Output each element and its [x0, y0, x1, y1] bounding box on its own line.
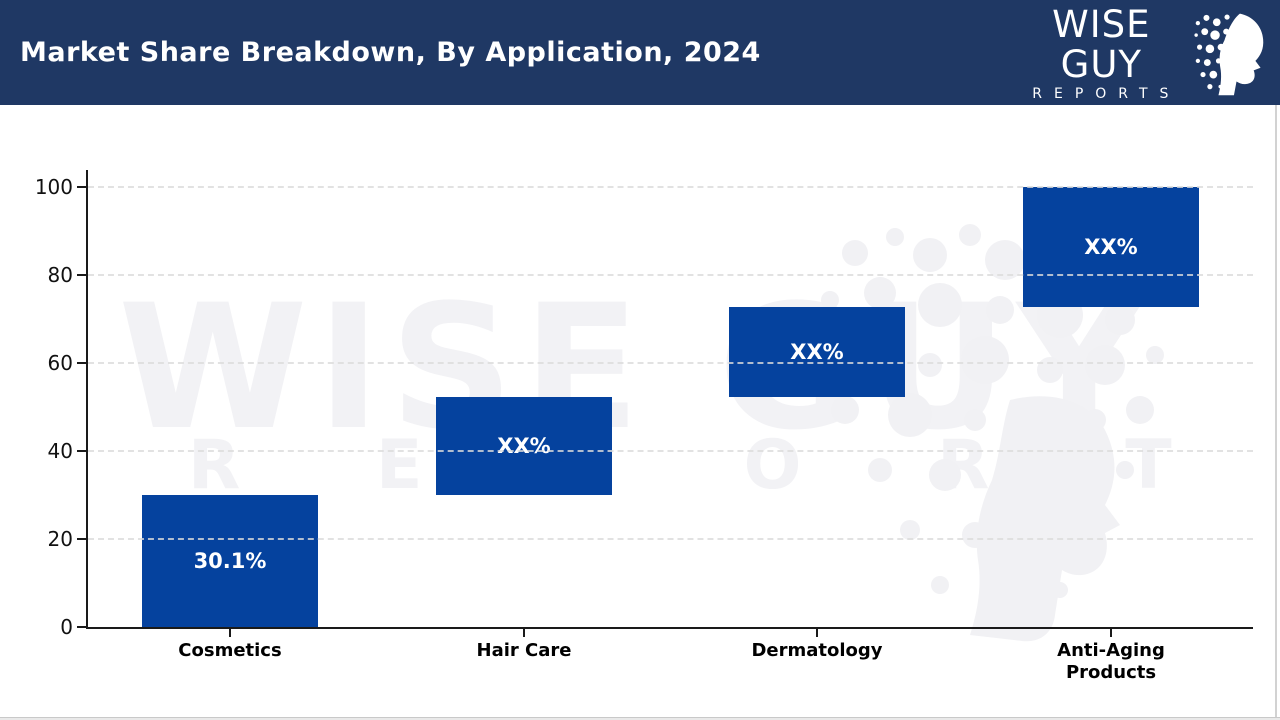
y-tick-label-60: 60 [47, 351, 73, 375]
y-axis-line [86, 170, 88, 629]
y-tick-20 [77, 538, 86, 540]
bar-anti-aging-products: XX% [1023, 187, 1199, 308]
y-tick-60 [77, 362, 86, 364]
x-category-label: Anti-Aging Products [1057, 640, 1165, 683]
y-tick-label-100: 100 [34, 175, 73, 199]
bar-hair-care: XX% [436, 396, 612, 495]
bar-value-label: XX% [1084, 235, 1138, 260]
gridline-40 [88, 450, 1253, 452]
y-tick-label-80: 80 [47, 263, 73, 287]
gridline-60 [88, 362, 1253, 364]
bar-value-label: 30.1% [193, 548, 267, 573]
x-tick-1 [523, 629, 525, 637]
logo-wordmark: WISE GUY [1052, 3, 1151, 86]
x-tick-3 [1110, 629, 1112, 637]
x-category-label: Cosmetics [178, 640, 282, 661]
x-category-label: Hair Care [476, 640, 572, 661]
gridline-100 [88, 186, 1253, 188]
gridline-80 [88, 274, 1253, 276]
logo-text: WISE GUY REPORTS [1006, 3, 1197, 103]
window-right-edge [1275, 105, 1277, 717]
watermark-dotted-head-icon [803, 224, 1164, 642]
gridline-20 [88, 538, 1253, 540]
chart-title: Market Share Breakdown, By Application, … [20, 37, 761, 68]
logo-subtitle: REPORTS [1032, 86, 1181, 102]
wise-guy-reports-logo: WISE GUY REPORTS [1006, 3, 1268, 103]
y-tick-0 [77, 626, 86, 628]
bar-cosmetics: 30.1% [142, 494, 318, 627]
y-tick-label-40: 40 [47, 439, 73, 463]
bar-dermatology: XX% [729, 307, 905, 397]
x-axis-line [86, 627, 1253, 629]
bar-value-label: XX% [790, 339, 844, 364]
logo-dotted-head-icon [1194, 13, 1263, 95]
x-category-label: Dermatology [751, 640, 883, 661]
y-tick-80 [77, 274, 86, 276]
x-tick-0 [229, 629, 231, 637]
y-tick-label-0: 0 [60, 615, 73, 639]
y-tick-label-20: 20 [47, 527, 73, 551]
x-tick-2 [816, 629, 818, 637]
y-tick-40 [77, 450, 86, 452]
bar-value-label: XX% [497, 433, 551, 458]
window-bottom-edge [0, 717, 1280, 720]
header-bar: Market Share Breakdown, By Application, … [0, 0, 1280, 105]
y-tick-100 [77, 186, 86, 188]
